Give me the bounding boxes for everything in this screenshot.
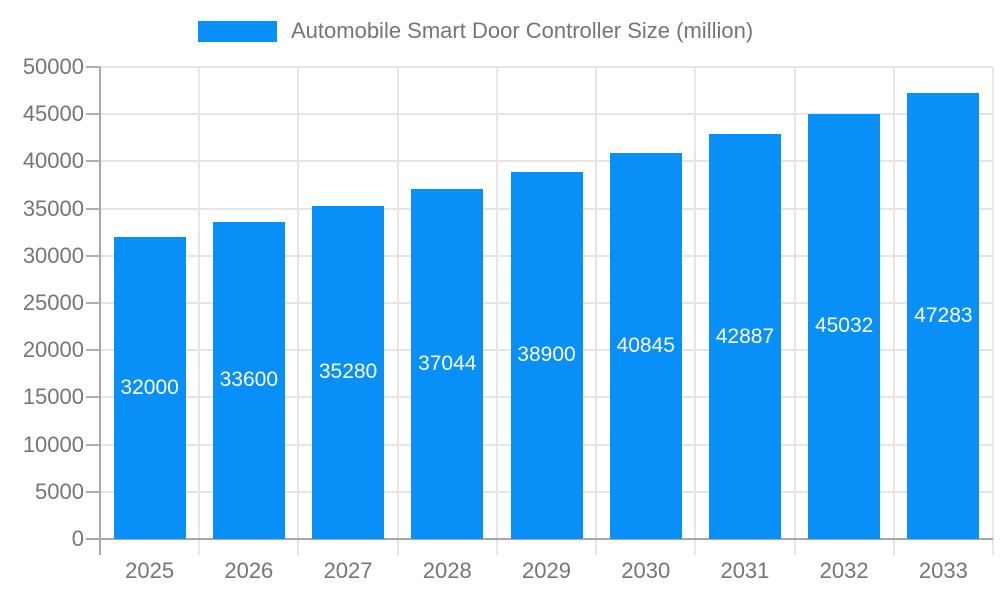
v-gridline <box>297 67 300 555</box>
y-axis-line <box>99 67 101 555</box>
bar-value-label: 38900 <box>517 343 576 367</box>
x-axis-tick-label: 2027 <box>323 558 373 583</box>
x-axis-tick-label: 2025 <box>125 558 175 583</box>
bar: 40845 <box>609 153 682 539</box>
y-axis-tick-label: 35000 <box>22 195 84 221</box>
v-gridline <box>198 67 201 555</box>
y-axis-tick <box>86 113 100 116</box>
y-axis-tick <box>86 160 100 163</box>
y-axis-tick-label: 30000 <box>22 242 84 268</box>
y-axis-tick <box>86 207 100 210</box>
y-axis-tick <box>86 302 100 304</box>
x-axis-tick-label: 2028 <box>422 558 472 583</box>
y-axis-tick-label: 15000 <box>22 384 84 410</box>
bar: 32000 <box>113 236 186 539</box>
bar-value-label: 45032 <box>814 314 874 338</box>
bar: 38900 <box>510 171 583 539</box>
h-gridline <box>100 66 993 68</box>
y-axis-tick-label: 25000 <box>22 290 84 315</box>
v-gridline <box>892 67 895 555</box>
bar-value-label: 32000 <box>120 375 179 399</box>
bar-value-label: 37044 <box>418 352 477 376</box>
y-axis-tick-label: 45000 <box>22 101 84 127</box>
y-axis-tick <box>86 254 100 257</box>
y-axis-tick-label: 40000 <box>22 148 84 174</box>
x-axis-line <box>86 538 993 540</box>
x-axis-tick-label: 2029 <box>522 558 571 583</box>
bar: 37044 <box>411 189 484 539</box>
v-gridline <box>793 67 796 555</box>
v-gridline <box>992 67 994 555</box>
bar: 42887 <box>708 134 781 539</box>
x-axis-tick-label: 2030 <box>621 558 671 583</box>
x-axis-tick-label: 2033 <box>918 558 968 583</box>
y-axis-tick-label: 5000 <box>35 478 84 504</box>
x-axis-tick-label: 2032 <box>819 558 869 583</box>
h-gridline <box>100 160 993 163</box>
chart-legend[interactable]: Automobile Smart Door Controller Size (m… <box>198 16 753 46</box>
y-axis-tick-label: 20000 <box>22 337 84 363</box>
legend-label: Automobile Smart Door Controller Size (m… <box>291 18 754 43</box>
y-axis-tick-label: 50000 <box>22 54 84 79</box>
x-axis-tick-label: 2031 <box>720 558 770 583</box>
legend-swatch <box>198 20 277 42</box>
y-axis-tick <box>86 66 100 68</box>
bar-value-label: 35280 <box>318 360 378 384</box>
bar: 35280 <box>312 205 385 539</box>
h-gridline <box>100 113 993 116</box>
bar-value-label: 40845 <box>616 334 675 358</box>
v-gridline <box>595 67 598 555</box>
y-axis-tick-label: 10000 <box>22 431 84 457</box>
bar-value-label: 47283 <box>914 303 973 327</box>
v-gridline <box>495 67 498 555</box>
v-gridline <box>694 67 697 555</box>
bar: 47283 <box>907 92 980 539</box>
bar: 45032 <box>808 113 881 539</box>
y-axis-tick <box>86 349 100 352</box>
v-gridline <box>396 67 399 555</box>
bar-value-label: 42887 <box>715 324 775 348</box>
y-axis-tick <box>86 396 100 399</box>
y-axis-tick <box>86 443 100 446</box>
bar-value-label: 33600 <box>219 368 279 392</box>
bar: 33600 <box>212 221 285 539</box>
y-axis-tick <box>86 490 100 493</box>
y-axis-tick-label: 0 <box>71 526 84 551</box>
x-axis-tick-label: 2026 <box>224 558 274 583</box>
